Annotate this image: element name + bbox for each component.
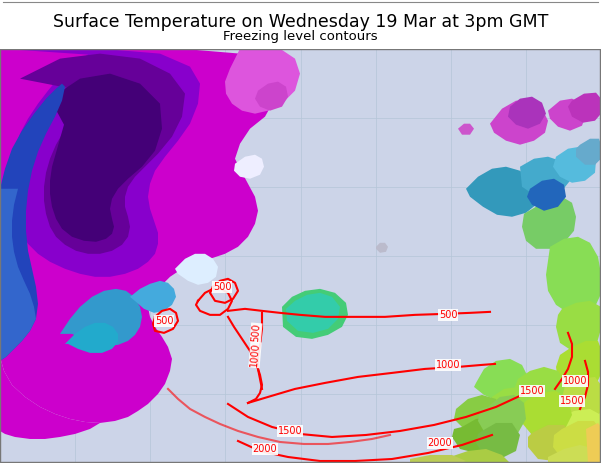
Polygon shape	[490, 100, 548, 145]
Polygon shape	[508, 97, 546, 129]
Polygon shape	[476, 423, 520, 459]
Polygon shape	[554, 377, 601, 431]
Polygon shape	[0, 49, 100, 439]
Polygon shape	[568, 93, 601, 123]
Polygon shape	[0, 189, 36, 361]
Polygon shape	[376, 243, 388, 253]
Polygon shape	[60, 289, 142, 346]
Polygon shape	[466, 167, 538, 217]
Polygon shape	[286, 293, 340, 333]
Polygon shape	[527, 179, 566, 211]
Polygon shape	[65, 323, 118, 353]
Polygon shape	[520, 391, 572, 437]
Polygon shape	[528, 425, 574, 461]
Polygon shape	[550, 409, 601, 461]
Polygon shape	[488, 387, 534, 427]
Polygon shape	[454, 395, 502, 433]
Polygon shape	[548, 99, 586, 131]
Polygon shape	[410, 455, 466, 463]
Polygon shape	[576, 139, 601, 165]
Text: 500: 500	[154, 316, 173, 326]
Polygon shape	[0, 49, 200, 277]
Text: 1500: 1500	[560, 396, 584, 406]
Text: Surface Temperature on Wednesday 19 Mar at 3pm GMT: Surface Temperature on Wednesday 19 Mar …	[53, 13, 548, 31]
Polygon shape	[556, 301, 601, 351]
Text: 500: 500	[250, 323, 262, 343]
Polygon shape	[555, 447, 601, 463]
Text: 1000: 1000	[436, 360, 460, 370]
Polygon shape	[452, 417, 498, 453]
Text: 500: 500	[213, 282, 231, 292]
Polygon shape	[458, 124, 474, 135]
Text: 1000: 1000	[563, 376, 587, 386]
Polygon shape	[175, 254, 218, 285]
Polygon shape	[478, 395, 526, 439]
Polygon shape	[515, 367, 566, 405]
Text: 2000: 2000	[252, 444, 277, 454]
Polygon shape	[553, 421, 601, 463]
Polygon shape	[520, 156, 570, 197]
Polygon shape	[556, 341, 601, 393]
Polygon shape	[553, 147, 596, 183]
Polygon shape	[474, 359, 528, 401]
Polygon shape	[282, 289, 348, 339]
Text: Freezing level contours: Freezing level contours	[223, 30, 378, 43]
Text: 1000: 1000	[249, 342, 261, 368]
Polygon shape	[234, 155, 264, 179]
Text: 500: 500	[439, 310, 457, 320]
Polygon shape	[0, 84, 65, 361]
Polygon shape	[548, 445, 601, 463]
Polygon shape	[50, 74, 162, 242]
Text: 1500: 1500	[278, 426, 302, 436]
Polygon shape	[450, 449, 510, 463]
Polygon shape	[255, 81, 288, 111]
Text: 1500: 1500	[520, 386, 545, 396]
Polygon shape	[586, 423, 601, 463]
Polygon shape	[20, 54, 185, 254]
Polygon shape	[225, 49, 300, 114]
Polygon shape	[0, 49, 280, 423]
Polygon shape	[0, 49, 601, 463]
Polygon shape	[130, 281, 176, 313]
Text: 2000: 2000	[428, 438, 453, 448]
Polygon shape	[546, 237, 601, 314]
Polygon shape	[522, 197, 576, 249]
